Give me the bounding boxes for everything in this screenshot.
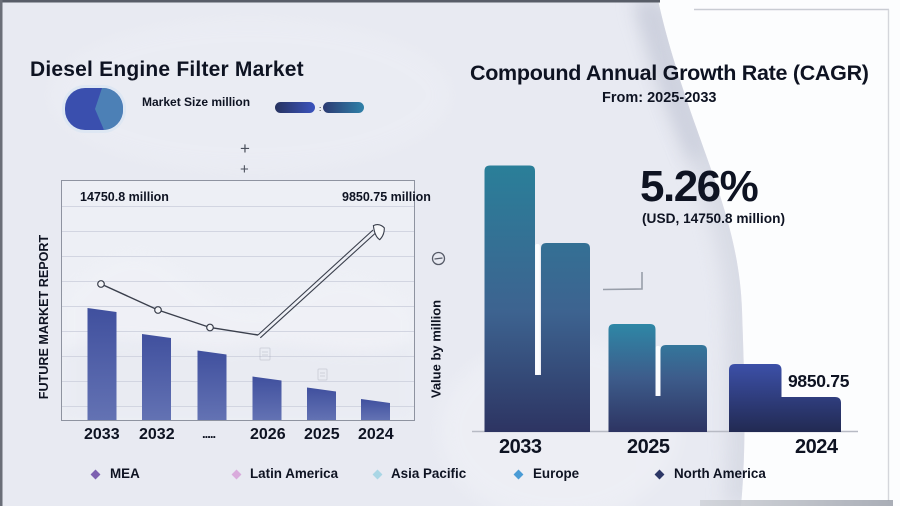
svg-text::: : xyxy=(319,106,321,113)
